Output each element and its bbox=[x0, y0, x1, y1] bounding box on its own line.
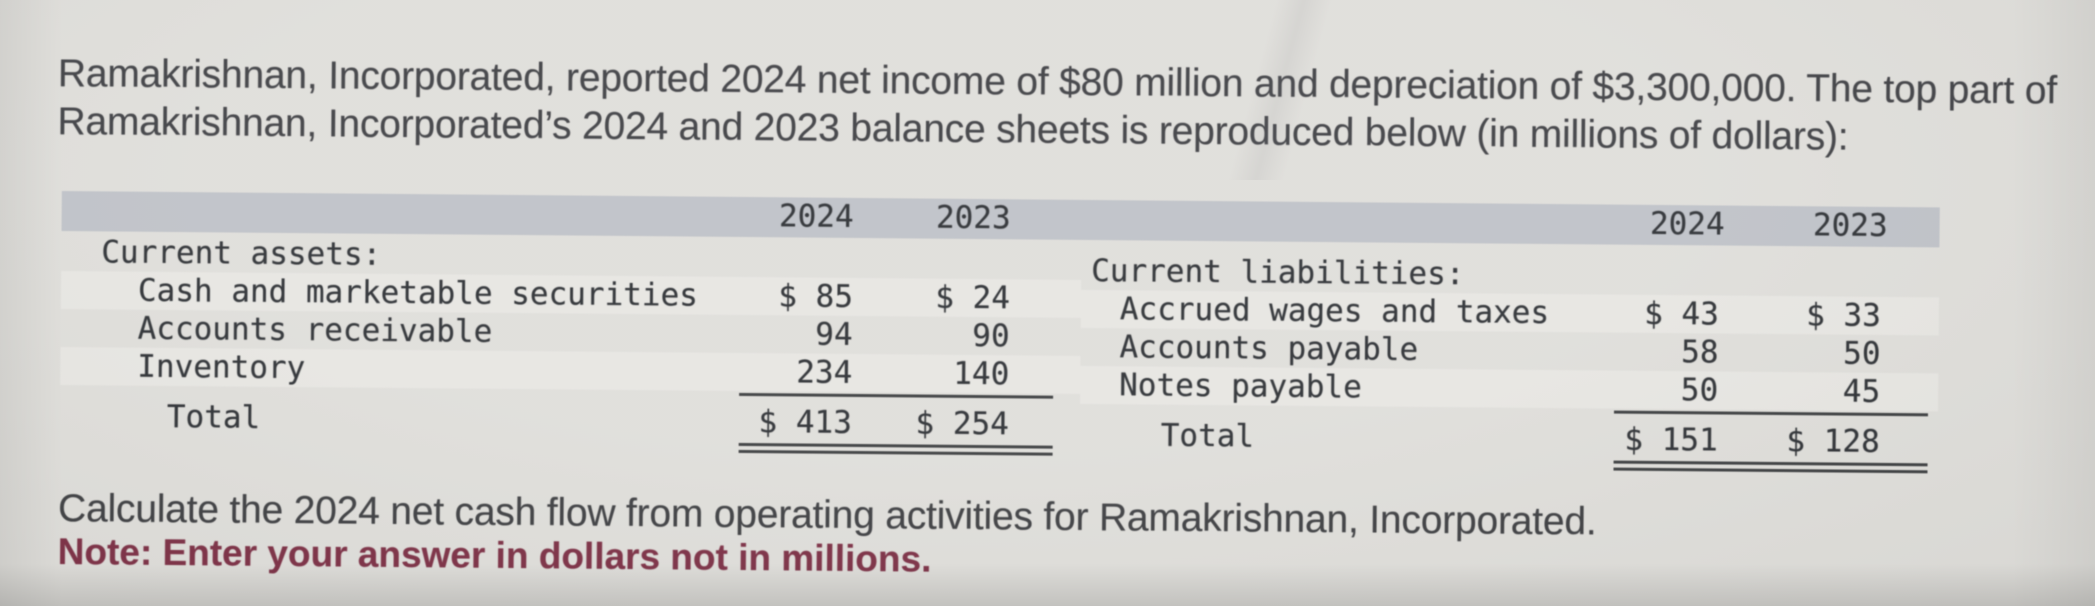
cell-2024: 94 bbox=[815, 316, 853, 353]
total-label: Total bbox=[166, 398, 261, 436]
total-cell-2024: $ 413 bbox=[758, 404, 853, 441]
cell-2023: 45 bbox=[1842, 373, 1881, 410]
cell-2023: 90 bbox=[972, 317, 1010, 355]
current-liabilities-label: Current liabilities: bbox=[1091, 253, 1465, 293]
table-row-notes-payable: Notes payable 50 45 bbox=[1080, 365, 1939, 412]
problem-statement: Ramakrishnan, Incorporated, reported 202… bbox=[57, 50, 2057, 163]
assets-double-rule bbox=[738, 442, 1053, 456]
total-cell-2024: $ 151 bbox=[1624, 421, 1718, 459]
cell-2023: 50 bbox=[1843, 335, 1881, 372]
cell-2024: 58 bbox=[1681, 334, 1719, 371]
total-label: Total bbox=[1160, 417, 1255, 455]
current-assets-table: Current assets: Cash and marketable secu… bbox=[59, 191, 1082, 490]
total-cell-2023: $ 254 bbox=[915, 405, 1010, 443]
question-block: Calculate the 2024 net cash flow from op… bbox=[58, 487, 1597, 586]
cell-2024: 234 bbox=[796, 354, 853, 391]
row-label: Accounts receivable bbox=[137, 310, 493, 350]
cell-2024: $ 85 bbox=[778, 278, 854, 315]
balance-sheet-table: 2024 2023 2024 2023 Current assets: Cash… bbox=[59, 191, 1940, 497]
liabilities-totals-rule bbox=[1613, 410, 1928, 417]
cell-2024: $ 43 bbox=[1644, 295, 1719, 333]
cell-2024: 50 bbox=[1680, 372, 1719, 409]
row-label: Accrued wages and taxes bbox=[1119, 291, 1550, 332]
row-label: Notes payable bbox=[1119, 367, 1362, 406]
cell-2023: 140 bbox=[953, 355, 1010, 393]
current-liabilities-table: Current liabilities: Accrued wages and t… bbox=[1079, 200, 1939, 497]
row-label: Cash and marketable securities bbox=[137, 272, 699, 314]
liabilities-double-rule bbox=[1613, 460, 1928, 474]
row-label: Accounts payable bbox=[1119, 329, 1419, 368]
current-assets-label: Current assets: bbox=[101, 234, 382, 273]
total-cell-2023: $ 128 bbox=[1786, 423, 1880, 460]
table-row-liabilities-total: Total $ 151 $ 128 bbox=[1080, 416, 1938, 461]
cell-2023: $ 24 bbox=[935, 279, 1011, 317]
assets-totals-rule bbox=[739, 392, 1054, 399]
row-label: Inventory bbox=[137, 348, 306, 387]
cell-2023: $ 33 bbox=[1806, 297, 1881, 334]
table-row-inventory: Inventory 234 140 bbox=[60, 347, 1081, 394]
table-row-assets-total: Total $ 413 $ 254 bbox=[60, 397, 1080, 444]
